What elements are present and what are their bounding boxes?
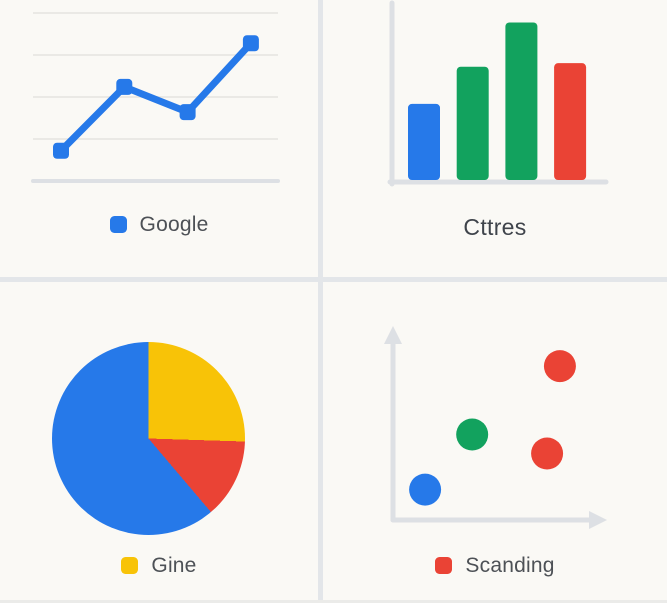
scatter-plot bbox=[384, 326, 607, 529]
line-point-marker bbox=[242, 35, 259, 52]
bar bbox=[505, 22, 538, 180]
line-point-marker bbox=[116, 78, 133, 95]
panel-line-chart: Google bbox=[0, 0, 318, 277]
red-square-legend-icon bbox=[435, 557, 453, 575]
line-chart bbox=[31, 12, 280, 183]
scatter-dot bbox=[456, 418, 489, 451]
bar bbox=[554, 63, 587, 180]
pie-chart-legend: Gine bbox=[0, 554, 318, 577]
bar-chart-caption: Cttres bbox=[463, 214, 527, 240]
scatter-plot-legend-label: Scanding bbox=[465, 554, 555, 577]
scatter-dot bbox=[409, 473, 442, 506]
y-axis-arrowhead-icon bbox=[384, 326, 402, 344]
pie-chart bbox=[52, 342, 245, 535]
vertical-divider bbox=[318, 0, 323, 603]
pie-chart-legend-label: Gine bbox=[151, 554, 197, 577]
scatter-dot bbox=[531, 437, 564, 470]
scatter-dot bbox=[543, 350, 576, 383]
line-point-marker bbox=[53, 142, 69, 159]
panel-bar-chart: Cttres bbox=[323, 0, 667, 277]
line-point-marker bbox=[179, 104, 196, 121]
bar bbox=[456, 66, 489, 180]
panel-pie-chart: Gine bbox=[0, 282, 318, 603]
bottom-edge-line bbox=[0, 600, 667, 603]
line-series bbox=[57, 39, 255, 155]
x-axis-arrowhead-icon bbox=[589, 511, 607, 529]
horizontal-divider bbox=[0, 277, 667, 282]
line-chart-legend-label: Google bbox=[139, 213, 209, 236]
line-chart-legend: Google bbox=[0, 213, 318, 236]
scatter-plot-legend: Scanding bbox=[323, 554, 667, 577]
blue-square-legend-icon bbox=[109, 216, 127, 234]
yellow-square-legend-icon bbox=[121, 557, 139, 575]
panel-scatter-plot: Scanding bbox=[323, 282, 667, 603]
bar-chart bbox=[387, 0, 609, 187]
bar bbox=[408, 103, 440, 180]
